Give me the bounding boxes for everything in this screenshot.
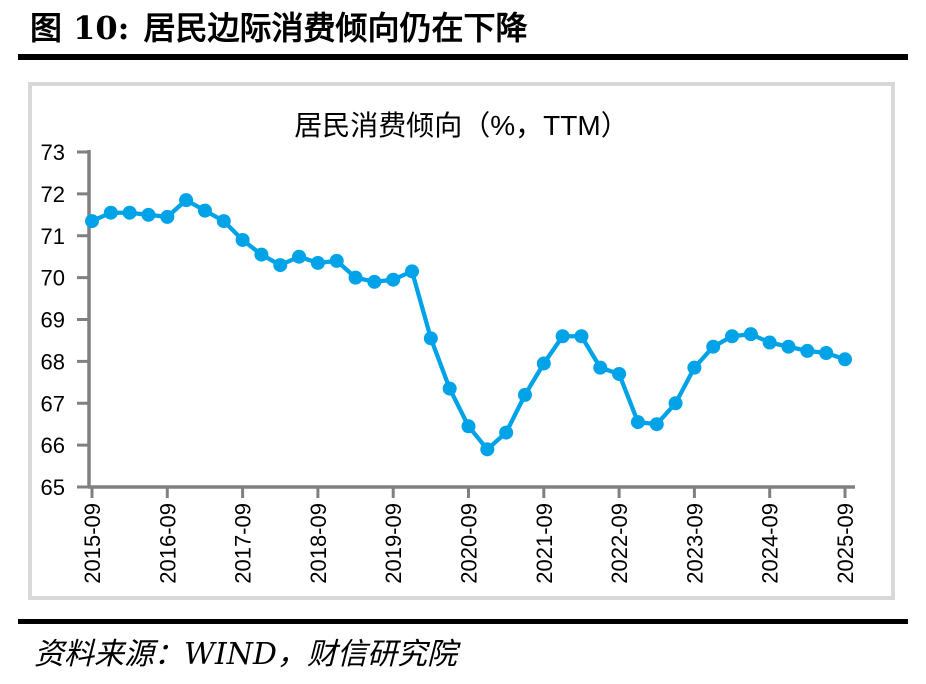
data-point (216, 214, 231, 229)
data-point (179, 193, 194, 208)
x-tick-label: 2022-09 (607, 503, 632, 584)
data-point (574, 329, 589, 344)
data-point (160, 209, 175, 224)
x-tick-label: 2020-09 (457, 503, 482, 584)
data-point (536, 356, 551, 371)
title-divider (18, 54, 908, 60)
x-tick-label: 2018-09 (306, 503, 331, 584)
data-point (499, 425, 514, 440)
data-point (310, 255, 325, 270)
data-point (442, 381, 457, 396)
data-point (612, 366, 627, 381)
data-point (630, 415, 645, 430)
data-point (197, 203, 212, 218)
data-point (122, 205, 137, 220)
data-point (348, 270, 363, 285)
data-point (819, 346, 834, 360)
data-point (141, 207, 156, 222)
footer-divider (18, 619, 908, 624)
y-tick-label: 72 (41, 182, 65, 207)
x-tick-label: 2024-09 (758, 503, 783, 584)
data-point (762, 335, 777, 350)
data-point (254, 247, 269, 262)
data-point (235, 232, 250, 247)
data-point (292, 249, 307, 264)
data-point (593, 360, 608, 375)
chart-frame: 居民消费倾向（%，TTM） 65 66 67 68 69 70 71 72 73 2015-09 2… (28, 82, 895, 600)
data-point (781, 339, 796, 354)
y-tick-label: 73 (41, 140, 65, 165)
y-tick-label: 66 (41, 433, 65, 458)
data-point (273, 258, 288, 273)
figure-number-label: 图 10: (30, 9, 130, 47)
y-tick-label: 69 (41, 308, 65, 333)
data-point (480, 442, 495, 457)
series-line (89, 198, 848, 452)
figure-title-text: 居民边际消费倾向仍在下降 (143, 9, 528, 47)
line-chart-plot: 65 66 67 68 69 70 71 72 73 2015-09 2016-09 2017-09 2… (41, 140, 858, 584)
data-point (800, 343, 815, 358)
data-point (386, 272, 401, 287)
data-point (367, 274, 382, 289)
data-point (668, 396, 683, 411)
data-point (461, 419, 476, 434)
x-tick-label: 2017-09 (231, 503, 256, 584)
y-tick-label: 65 (41, 475, 65, 500)
page-title: 图 10: 居民边际消费倾向仍在下降 (30, 6, 528, 50)
x-tick-label: 2019-09 (381, 503, 406, 584)
data-point (85, 214, 99, 229)
data-point (103, 205, 118, 220)
data-point (517, 387, 532, 402)
data-point (687, 360, 702, 375)
data-point (649, 417, 664, 432)
x-tick-label: 2021-09 (532, 503, 557, 584)
data-point (329, 253, 344, 268)
x-tick-label: 2015-09 (80, 503, 105, 584)
source-text: 资料来源：WIND，财信研究院 (34, 637, 457, 672)
x-tick-label: 2025-09 (833, 503, 858, 584)
chart-title: 居民消费倾向（%，TTM） (294, 110, 629, 141)
y-tick-label: 67 (41, 391, 65, 416)
data-point (725, 329, 740, 344)
data-point (743, 327, 758, 342)
data-point (838, 352, 852, 367)
y-tick-label: 71 (41, 224, 65, 249)
data-point (706, 339, 721, 354)
y-tick-label: 70 (41, 266, 65, 291)
x-tick-label: 2016-09 (155, 503, 180, 584)
y-tick-label: 68 (41, 349, 65, 374)
data-point (555, 329, 570, 344)
data-point (405, 264, 420, 279)
x-tick-label: 2023-09 (682, 503, 707, 584)
data-point (423, 331, 438, 346)
